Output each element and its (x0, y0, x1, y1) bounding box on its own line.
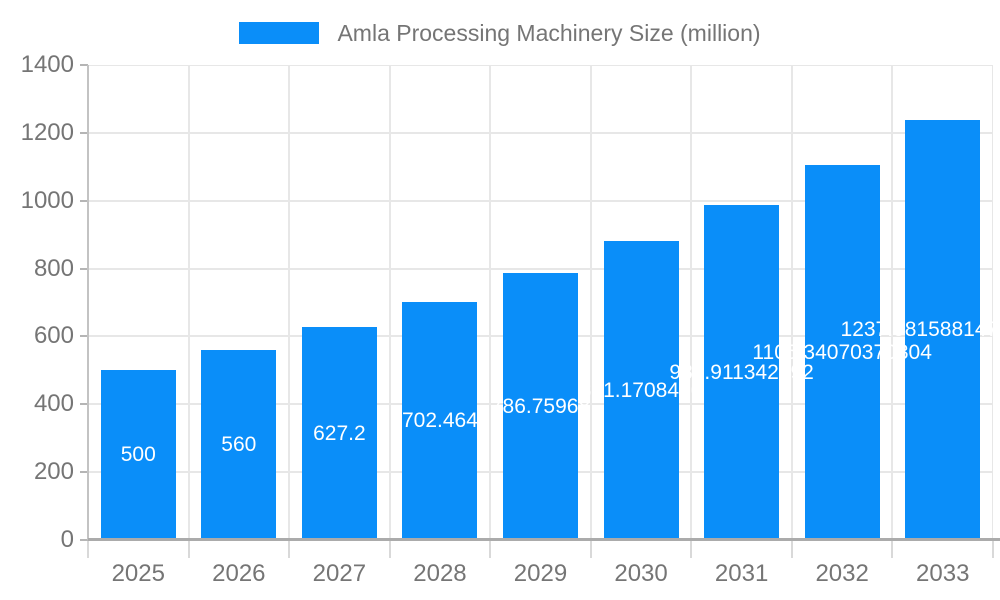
y-axis-tick (80, 131, 88, 134)
x-axis-tick (388, 541, 391, 558)
y-axis-tick (80, 471, 88, 474)
x-axis-tick (288, 541, 291, 558)
gridline-horizontal (88, 65, 993, 66)
x-tick-label: 2026 (212, 560, 266, 587)
gridline-horizontal (88, 199, 993, 202)
x-axis-tick (690, 541, 693, 558)
bar-value-label: 786.75968 (490, 394, 591, 418)
gridline-horizontal (88, 131, 993, 134)
x-tick-label: 2028 (413, 560, 467, 587)
x-axis-tick (992, 541, 994, 558)
x-axis-tick (891, 541, 894, 558)
gridline-vertical (489, 65, 492, 540)
x-axis-line (88, 538, 1000, 541)
legend-label: Amla Processing Machinery Size (million) (337, 19, 761, 46)
x-axis-tick (187, 541, 190, 558)
x-tick-label: 2032 (815, 560, 869, 587)
gridline-vertical (288, 65, 291, 540)
bar[interactable] (201, 350, 277, 540)
y-axis: 0 200 400 600 800 1000 1200 1400 (0, 51, 88, 553)
y-axis-tick (80, 335, 88, 338)
bar[interactable] (301, 327, 377, 540)
chart-legend: Amla Processing Machinery Size (million) (0, 20, 1000, 46)
bar-value-label: 1237.9815881474048 (840, 318, 993, 341)
x-axis-tick (790, 541, 793, 558)
bar-value-label: 881.1708416 (579, 378, 703, 402)
y-tick-label: 1000 (20, 186, 74, 214)
bar-value-label: 1105.34070370304 (752, 340, 932, 364)
gridline-vertical (589, 65, 592, 540)
x-tick-label: 2031 (714, 560, 769, 587)
x-tick-label: 2029 (513, 560, 568, 587)
gridline-vertical (690, 65, 693, 540)
x-axis-tick (87, 541, 89, 558)
y-tick-label: 400 (33, 390, 74, 418)
bar[interactable] (402, 301, 478, 540)
x-axis: 2025 2026 2027 2028 2029 2030 2031 2032 2033 (87, 541, 994, 600)
x-tick-label: 2027 (312, 560, 367, 587)
bar-value-label: 627.2 (313, 421, 366, 445)
y-tick-label: 1400 (20, 51, 74, 78)
plot-area: 500 560 627.2 702.464 786.75968 881.1708416 98… (88, 65, 993, 540)
y-axis-line (87, 65, 89, 540)
bar[interactable] (503, 273, 578, 540)
gridline-vertical (790, 65, 793, 540)
bar[interactable] (100, 370, 176, 540)
gridline-vertical (187, 65, 190, 540)
bar-value-label: 986.911342592 (669, 360, 814, 384)
y-tick-label: 0 (60, 526, 74, 553)
y-tick-label: 600 (33, 322, 74, 350)
y-axis-tick (80, 267, 88, 270)
y-axis-tick (80, 539, 88, 541)
x-axis-tick (589, 541, 592, 558)
bar[interactable] (804, 164, 880, 540)
y-axis-tick (80, 199, 88, 202)
bar[interactable] (603, 241, 679, 540)
bar-value-label: 500 (120, 443, 156, 467)
legend-swatch (239, 22, 320, 44)
x-tick-label: 2033 (916, 560, 970, 587)
legend-item[interactable]: Amla Processing Machinery Size (million) (239, 19, 761, 47)
y-tick-label: 200 (33, 458, 74, 486)
gridline-vertical (992, 65, 993, 540)
gridline-vertical (891, 65, 894, 540)
y-axis-tick (80, 403, 88, 406)
x-tick-label: 2030 (614, 560, 668, 587)
y-tick-label: 800 (33, 254, 74, 282)
y-axis-tick (80, 64, 88, 66)
x-tick-label: 2025 (111, 560, 165, 587)
bar-value-label: 702.464 (401, 408, 478, 432)
bar-value-label: 560 (221, 433, 257, 456)
bar[interactable] (704, 205, 780, 540)
gridline-vertical (388, 65, 391, 540)
x-axis-tick (489, 541, 492, 558)
gridline-horizontal (88, 267, 993, 270)
bar[interactable] (905, 119, 981, 540)
y-tick-label: 1200 (20, 118, 74, 146)
